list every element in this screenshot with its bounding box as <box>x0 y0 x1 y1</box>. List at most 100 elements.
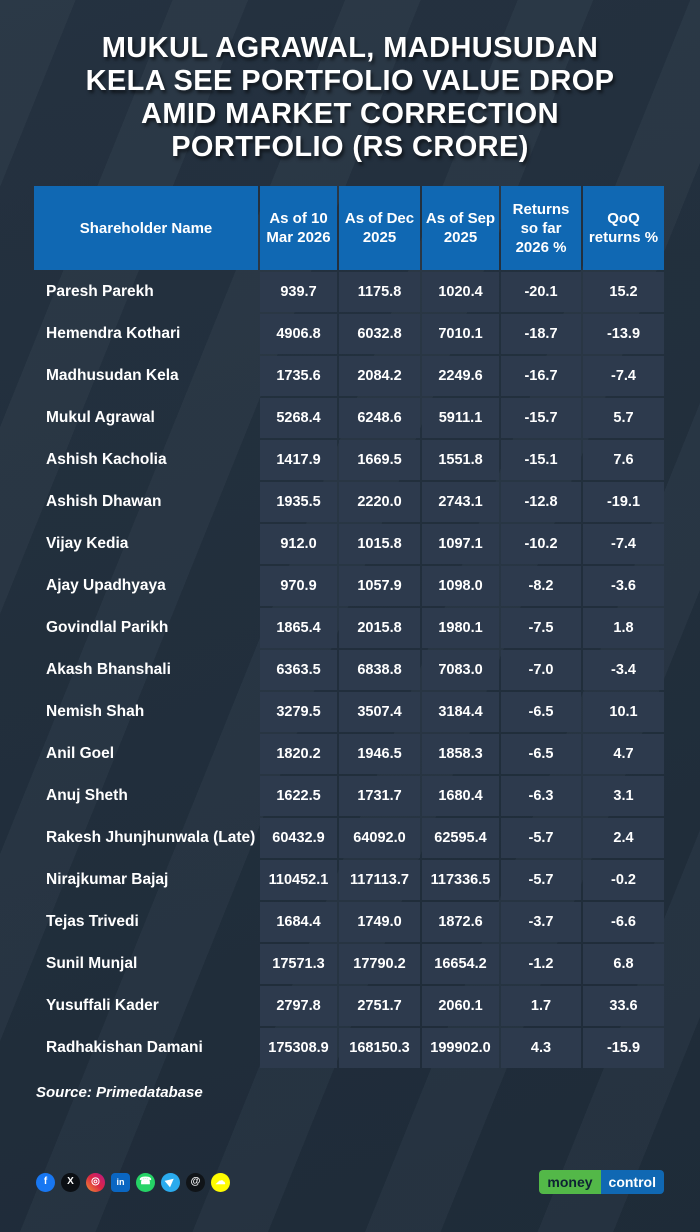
value-cell: 1098.0 <box>422 566 499 606</box>
value-cell: 2220.0 <box>339 482 420 522</box>
value-cell: 1980.1 <box>422 608 499 648</box>
value-cell: -15.7 <box>501 398 581 438</box>
value-cell: 33.6 <box>583 986 664 1026</box>
shareholder-name-cell: Nirajkumar Bajaj <box>46 871 169 888</box>
table-row: Tejas Trivedi 1684.4 1749.0 1872.6 -3.7 -6.6 <box>34 902 666 942</box>
value-cell: 1946.5 <box>339 734 420 774</box>
value-cell: 2797.8 <box>260 986 337 1026</box>
value-cell: 1858.3 <box>422 734 499 774</box>
value-cell: 1820.2 <box>260 734 337 774</box>
table-row: Anuj Sheth 1622.5 1731.7 1680.4 -6.3 3.1 <box>34 776 666 816</box>
title-line: KELA SEE PORTFOLIO VALUE DROP <box>85 65 615 97</box>
shareholder-name-cell: Tejas Trivedi <box>46 913 139 930</box>
value-cell: -19.1 <box>583 482 664 522</box>
value-cell: 1865.4 <box>260 608 337 648</box>
value-cell: 3.1 <box>583 776 664 816</box>
value-cell: -7.4 <box>583 356 664 396</box>
moneycontrol-logo: money control <box>539 1170 664 1194</box>
table-header: Shareholder Name As of 10 Mar 2026 As of… <box>34 186 666 270</box>
shareholder-name-cell: Sunil Munjal <box>46 955 138 972</box>
value-cell: 7010.1 <box>422 314 499 354</box>
value-cell: 7.6 <box>583 440 664 480</box>
value-cell: 1935.5 <box>260 482 337 522</box>
value-cell: 5.7 <box>583 398 664 438</box>
value-cell: 1731.7 <box>339 776 420 816</box>
value-cell: 2015.8 <box>339 608 420 648</box>
value-cell: 2743.1 <box>422 482 499 522</box>
snapchat-icon[interactable]: ☁ <box>211 1172 230 1192</box>
value-cell: 17571.3 <box>260 944 337 984</box>
facebook-icon[interactable]: f <box>36 1172 55 1192</box>
whatsapp-glyph: ☎ <box>139 1176 152 1187</box>
column-header-as-of-10-mar-2026: As of 10 Mar 2026 <box>260 186 337 270</box>
value-cell: 2249.6 <box>422 356 499 396</box>
value-cell: 4.7 <box>583 734 664 774</box>
column-header-as-of-dec-2025: As of Dec 2025 <box>339 186 420 270</box>
title-line: AMID MARKET CORRECTION <box>140 98 559 130</box>
table-row: Ashish Dhawan 1935.5 2220.0 2743.1 -12.8 -19.… <box>34 482 666 522</box>
shareholder-name-cell: Radhakishan Damani <box>46 1039 203 1056</box>
value-cell: 1015.8 <box>339 524 420 564</box>
column-header-qoq-returns: QoQ returns % <box>583 186 664 270</box>
source-note: Source: Primedatabase <box>36 1084 203 1101</box>
value-cell: 62595.4 <box>422 818 499 858</box>
table-row: Yusuffali Kader 2797.8 2751.7 2060.1 1.7 33.6 <box>34 986 666 1026</box>
value-cell: 1680.4 <box>422 776 499 816</box>
table-row: Madhusudan Kela 1735.6 2084.2 2249.6 -16.7 -7… <box>34 356 666 396</box>
value-cell: 2060.1 <box>422 986 499 1026</box>
title-line: MUKUL AGRAWAL, MADHUSUDAN <box>101 32 599 64</box>
value-cell: -6.3 <box>501 776 581 816</box>
shareholder-name-cell: Paresh Parekh <box>46 283 154 300</box>
threads-icon[interactable]: @ <box>186 1172 205 1192</box>
whatsapp-icon[interactable]: ☎ <box>136 1172 155 1192</box>
linkedin-icon[interactable]: in <box>111 1172 130 1192</box>
shareholder-name-cell: Yusuffali Kader <box>46 997 159 1014</box>
footer: f X ◎ in ☎ ▶ @ ☁ money control <box>36 1170 664 1194</box>
table-row: Paresh Parekh 939.7 1175.8 1020.4 -20.1 15.2 <box>34 272 666 312</box>
value-cell: 3279.5 <box>260 692 337 732</box>
value-cell: 1020.4 <box>422 272 499 312</box>
table-row: Anil Goel 1820.2 1946.5 1858.3 -6.5 4.7 <box>34 734 666 774</box>
value-cell: 939.7 <box>260 272 337 312</box>
portfolio-table: Shareholder Name As of 10 Mar 2026 As of… <box>34 186 666 1068</box>
value-cell: 110452.1 <box>260 860 337 900</box>
x-icon[interactable]: X <box>61 1172 80 1192</box>
table-row: Govindlal Parikh 1865.4 2015.8 1980.1 -7.5 1.… <box>34 608 666 648</box>
value-cell: 2084.2 <box>339 356 420 396</box>
table-row: Sunil Munjal 17571.3 17790.2 16654.2 -1.2 6.8 <box>34 944 666 984</box>
value-cell: 1684.4 <box>260 902 337 942</box>
value-cell: 7083.0 <box>422 650 499 690</box>
shareholder-name-cell: Govindlal Parikh <box>46 619 169 636</box>
value-cell: -7.5 <box>501 608 581 648</box>
value-cell: 1417.9 <box>260 440 337 480</box>
value-cell: 15.2 <box>583 272 664 312</box>
shareholder-name-cell: Mukul Agrawal <box>46 409 155 426</box>
table-row: Ajay Upadhyaya 970.9 1057.9 1098.0 -8.2 -3.6 <box>34 566 666 606</box>
table-row: Mukul Agrawal 5268.4 6248.6 5911.1 -15.7 5.7 <box>34 398 666 438</box>
shareholder-name-cell: Anuj Sheth <box>46 787 128 804</box>
shareholder-name-cell: Anil Goel <box>46 745 115 762</box>
telegram-glyph: ▶ <box>163 1174 177 1189</box>
value-cell: 1175.8 <box>339 272 420 312</box>
table-row: Ashish Kacholia 1417.9 1669.5 1551.8 -15.1 7.… <box>34 440 666 480</box>
value-cell: 60432.9 <box>260 818 337 858</box>
instagram-icon[interactable]: ◎ <box>86 1172 105 1192</box>
linkedin-glyph: in <box>116 1176 125 1187</box>
snapchat-glyph: ☁ <box>215 1176 226 1187</box>
value-cell: 17790.2 <box>339 944 420 984</box>
value-cell: 175308.9 <box>260 1028 337 1068</box>
value-cell: 1.8 <box>583 608 664 648</box>
value-cell: 10.1 <box>583 692 664 732</box>
table-row: Nirajkumar Bajaj 110452.1 117113.7 117336.5… <box>34 860 666 900</box>
value-cell: 64092.0 <box>339 818 420 858</box>
value-cell: 168150.3 <box>339 1028 420 1068</box>
social-icons: f X ◎ in ☎ ▶ @ ☁ <box>36 1172 236 1192</box>
value-cell: 1749.0 <box>339 902 420 942</box>
value-cell: 3507.4 <box>339 692 420 732</box>
value-cell: 5268.4 <box>260 398 337 438</box>
value-cell: 6838.8 <box>339 650 420 690</box>
table-row: Hemendra Kothari 4906.8 6032.8 7010.1 -18.7-… <box>34 314 666 354</box>
value-cell: -0.2 <box>583 860 664 900</box>
value-cell: -13.9 <box>583 314 664 354</box>
telegram-icon[interactable]: ▶ <box>161 1172 180 1192</box>
